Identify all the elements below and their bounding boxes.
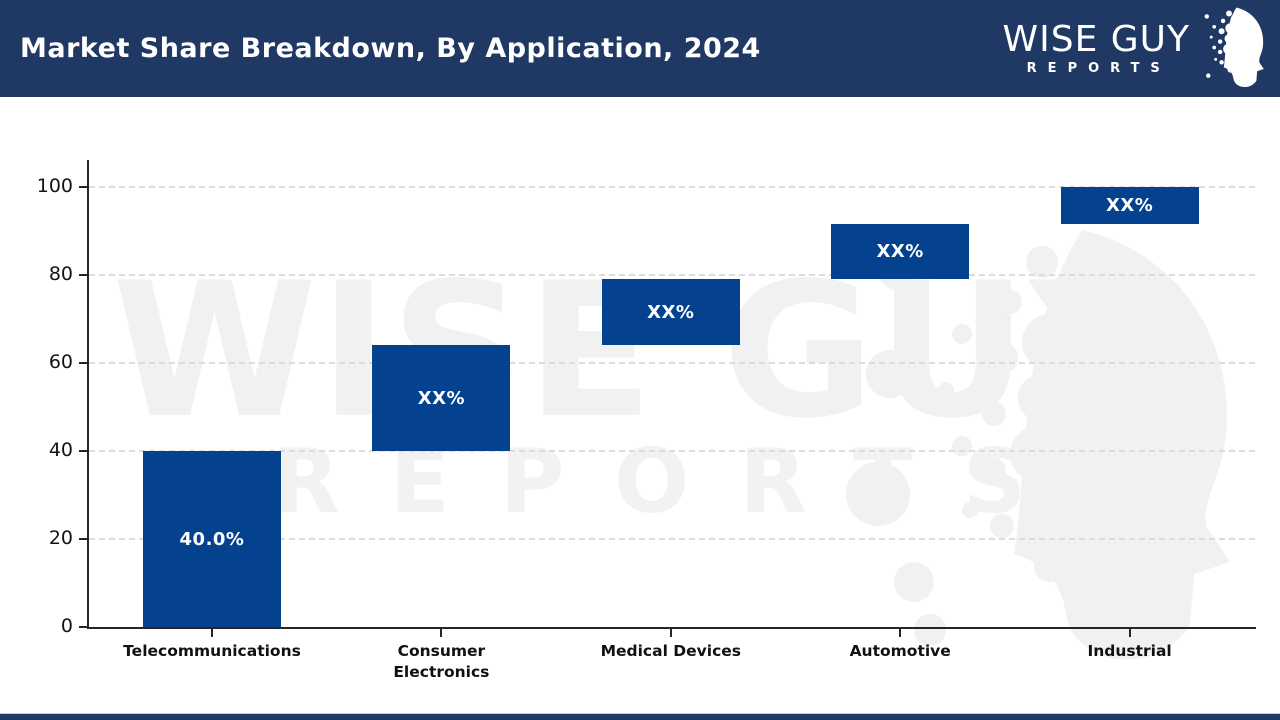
y-tick-label: 0	[60, 615, 73, 637]
x-axis-line	[87, 627, 1256, 629]
waterfall-bar: XX%	[601, 279, 740, 346]
bar-value-label: XX%	[876, 241, 924, 263]
x-category-label: Automotive	[849, 642, 951, 660]
footer-divider	[0, 713, 1280, 714]
y-tick-label: 100	[36, 175, 73, 197]
x-tick-mark	[899, 629, 902, 637]
x-tick-mark	[1128, 629, 1131, 637]
waterfall-bar: 40.0%	[143, 451, 281, 627]
brand-name: WISE GUY	[1002, 19, 1190, 60]
x-tick-mark	[211, 629, 213, 637]
bar-value-label: XX%	[417, 387, 466, 409]
y-tick-label: 80	[48, 263, 73, 285]
waterfall-bar: XX%	[831, 224, 970, 280]
waterfall-bar: XX%	[372, 345, 511, 451]
y-tick-mark	[79, 626, 87, 628]
bar-value-label: XX%	[647, 301, 695, 323]
y-gridline	[89, 274, 1256, 276]
brand-logo-text: WISE GUY REPORTS	[1002, 19, 1191, 76]
y-axis-line	[87, 160, 89, 629]
y-gridline	[89, 450, 1256, 452]
chart-title: Market Share Breakdown, By Application, …	[20, 33, 761, 64]
bar-value-label: 40.0%	[179, 528, 245, 550]
y-tick-label: 60	[48, 351, 73, 373]
x-tick-mark	[669, 629, 672, 637]
footer-accent-bar	[0, 714, 1280, 720]
x-category-label: Consumer Electronics	[393, 642, 490, 681]
bar-value-label: XX%	[1105, 195, 1154, 217]
brand-subtitle: REPORTS	[1026, 61, 1171, 76]
x-tick-mark	[440, 629, 443, 637]
y-tick-label: 20	[48, 527, 73, 549]
x-category-label: Industrial	[1087, 642, 1172, 660]
header-bar: Market Share Breakdown, By Application, …	[0, 0, 1280, 97]
y-tick-mark	[79, 362, 87, 364]
y-tick-mark	[79, 450, 87, 452]
y-tick-mark	[79, 186, 87, 188]
y-tick-mark	[79, 538, 87, 540]
y-gridline	[89, 362, 1256, 364]
y-tick-mark	[79, 274, 87, 276]
waterfall-bar: XX%	[1060, 187, 1199, 225]
x-category-label: Medical Devices	[600, 642, 742, 660]
brand-logo: WISE GUY REPORTS	[1003, 4, 1267, 94]
y-tick-label: 40	[48, 439, 73, 461]
y-gridline	[89, 538, 1256, 540]
brand-head-icon	[1204, 7, 1264, 87]
x-category-label: Telecommunications	[123, 642, 301, 660]
y-gridline	[89, 186, 1256, 188]
